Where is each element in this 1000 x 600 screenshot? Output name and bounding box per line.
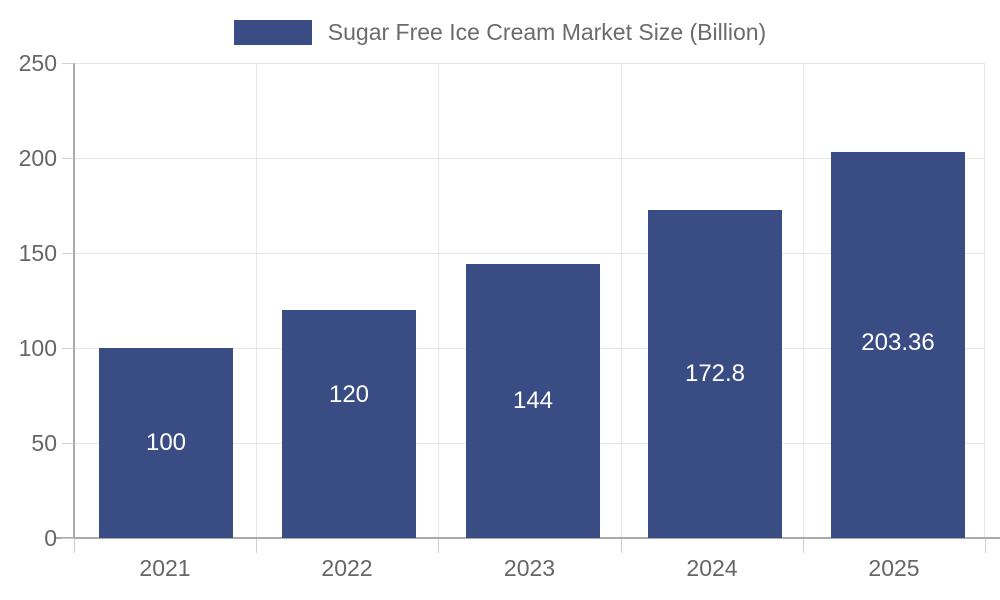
y-tick-mark-150	[62, 253, 74, 254]
bar-2021[interactable]	[99, 348, 233, 538]
y-tick-mark-200	[62, 158, 74, 159]
chart-legend: Sugar Free Ice Cream Market Size (Billio…	[0, 12, 1000, 52]
x-tick-mark-1	[256, 539, 257, 553]
legend-color-swatch	[233, 19, 312, 45]
gridline-horizontal-250	[74, 63, 985, 64]
gridline-horizontal-200	[74, 158, 985, 159]
plot-right-border	[984, 63, 985, 538]
x-tick-mark-3	[621, 539, 622, 553]
x-tick-mark-left-edge	[74, 539, 75, 553]
x-tick-mark-right-edge	[985, 539, 986, 553]
x-tick-label-2023: 2023	[503, 555, 556, 581]
legend-item-market-size[interactable]: Sugar Free Ice Cream Market Size (Billio…	[233, 18, 767, 45]
gridline-horizontal-150	[74, 253, 985, 254]
gridline-vertical-3	[621, 63, 622, 538]
bar-2023[interactable]	[466, 264, 600, 538]
x-tick-label-2025: 2025	[868, 555, 920, 581]
bar-2024[interactable]	[648, 209, 782, 538]
y-tick-mark-250	[62, 63, 74, 64]
y-tick-label-150: 150	[18, 240, 57, 266]
y-tick-mark-0	[62, 538, 74, 539]
bar-2025[interactable]	[831, 151, 965, 538]
y-tick-mark-50	[62, 443, 74, 444]
gridline-vertical-4	[803, 63, 804, 538]
y-axis-line	[73, 63, 75, 539]
gridline-vertical-2	[438, 63, 439, 538]
y-tick-label-100: 100	[18, 335, 57, 361]
gridline-vertical-1	[256, 63, 257, 538]
y-tick-label-50: 50	[31, 430, 57, 456]
y-tick-mark-100	[62, 348, 74, 349]
x-tick-label-2021: 2021	[139, 555, 191, 581]
bar-2022[interactable]	[282, 310, 416, 538]
x-tick-mark-2	[438, 539, 439, 553]
x-tick-label-2022: 2022	[321, 555, 373, 581]
y-tick-label-0: 0	[44, 525, 57, 551]
legend-item-label: Sugar Free Ice Cream Market Size (Billio…	[327, 18, 767, 45]
x-tick-label-2024: 2024	[686, 555, 738, 581]
y-tick-label-200: 200	[18, 145, 57, 171]
x-axis-line	[56, 537, 1000, 539]
y-tick-label-250: 250	[18, 50, 57, 76]
x-tick-mark-4	[803, 539, 804, 553]
